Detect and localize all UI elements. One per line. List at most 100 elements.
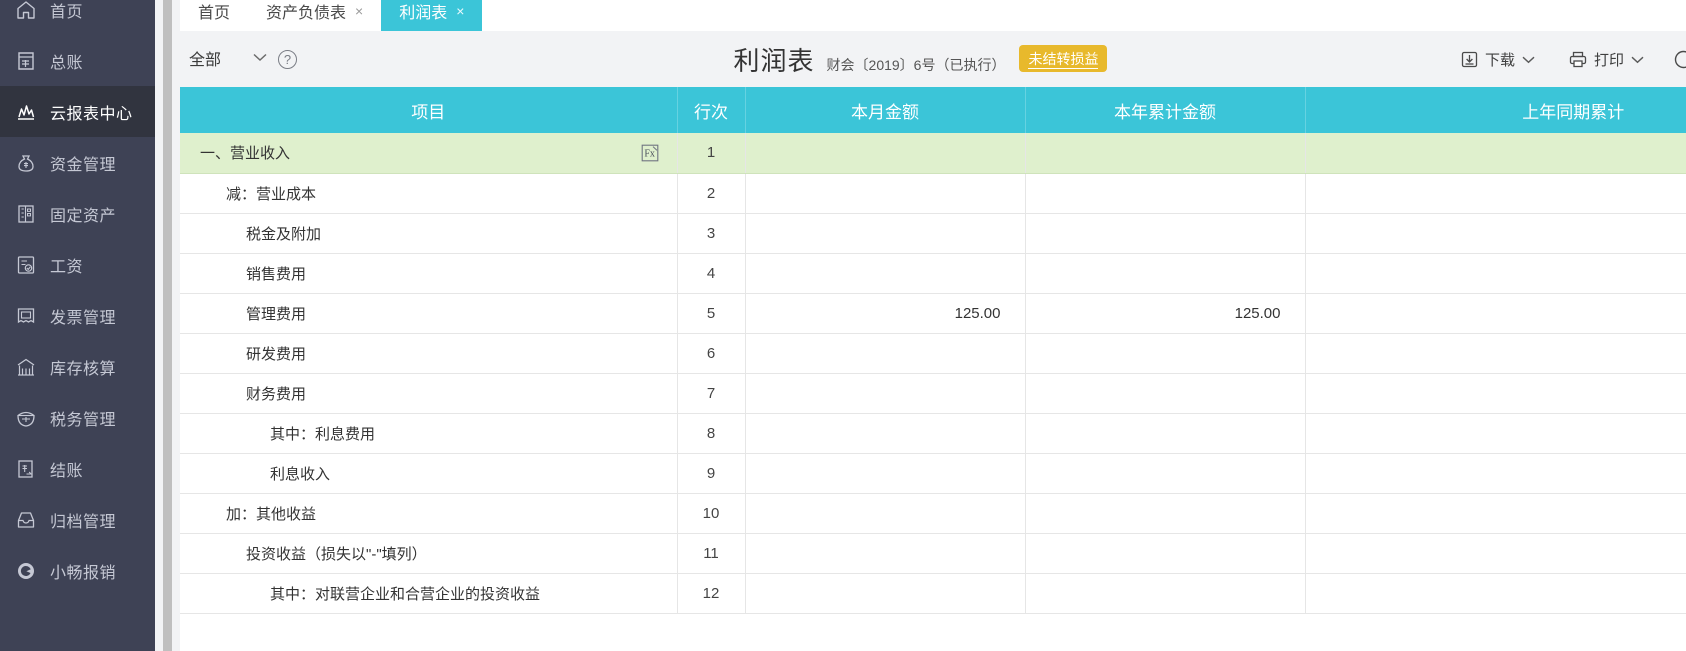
sidebar-item-3[interactable]: 资金管理	[0, 137, 155, 188]
cell-prev-year-amount[interactable]	[1305, 573, 1686, 614]
sidebar-item-5[interactable]: 工资	[0, 239, 155, 290]
sidebar-item-11[interactable]: 小畅报销	[0, 545, 155, 596]
cell-item[interactable]: 其中：对联营企业和合营企业的投资收益	[180, 573, 678, 614]
cell-item[interactable]: 投资收益（损失以"-"填列）	[180, 533, 678, 574]
scope-filter[interactable]: 全部 ?	[189, 46, 297, 72]
tab-2[interactable]: 利润表 ×	[381, 0, 483, 31]
cell-month-amount[interactable]	[745, 373, 1026, 414]
cell-item[interactable]: 其中：利息费用	[180, 413, 678, 454]
more-options-button[interactable]	[1674, 50, 1686, 69]
profit-statement-table: 项目 行次 本月金额 本年累计金额 上年同期累计 一、营业收入 Fx 1 减：营业成本…	[180, 87, 1686, 614]
sidebar-item-9[interactable]: 结账	[0, 443, 155, 494]
cell-year-amount[interactable]	[1025, 213, 1306, 254]
sidebar-item-2[interactable]: 云报表中心	[0, 86, 155, 137]
chevron-down-icon	[1631, 51, 1644, 68]
table-row[interactable]: 研发费用 6	[180, 333, 1686, 374]
cell-item[interactable]: 税金及附加	[180, 213, 678, 254]
sidebar-item-0[interactable]: 首页	[0, 0, 155, 35]
cell-year-amount[interactable]	[1025, 173, 1306, 214]
cell-prev-year-amount[interactable]	[1305, 333, 1686, 374]
cell-item[interactable]: 销售费用	[180, 253, 678, 294]
cell-month-amount[interactable]: 125.00	[745, 293, 1026, 334]
cell-item[interactable]: 管理费用	[180, 293, 678, 334]
cell-prev-year-amount[interactable]	[1305, 373, 1686, 414]
column-header-year[interactable]: 本年累计金额	[1025, 87, 1306, 133]
cell-year-amount[interactable]	[1025, 333, 1306, 374]
sidebar-item-8[interactable]: 税务管理	[0, 392, 155, 443]
sidebar-item-6[interactable]: 发票管理	[0, 290, 155, 341]
download-button[interactable]: 下载	[1461, 49, 1535, 70]
cell-year-amount[interactable]	[1025, 373, 1306, 414]
cell-prev-year-amount[interactable]	[1305, 293, 1686, 334]
cell-item[interactable]: 研发费用	[180, 333, 678, 374]
cell-item[interactable]: 一、营业收入 Fx	[180, 133, 678, 174]
cell-prev-year-amount[interactable]	[1305, 453, 1686, 494]
table-row[interactable]: 减：营业成本 2	[180, 173, 1686, 214]
scope-filter-select[interactable]: 全部	[189, 46, 267, 72]
cell-year-amount[interactable]	[1025, 133, 1306, 174]
cell-prev-year-amount[interactable]	[1305, 413, 1686, 454]
cell-year-amount[interactable]: 125.00	[1025, 293, 1306, 334]
cell-prev-year-amount[interactable]	[1305, 493, 1686, 534]
column-header-month[interactable]: 本月金额	[745, 87, 1026, 133]
cell-month-amount[interactable]	[745, 213, 1026, 254]
table-row[interactable]: 投资收益（损失以"-"填列） 11	[180, 533, 1686, 574]
cell-month-amount[interactable]	[745, 453, 1026, 494]
cell-item[interactable]: 加：其他收益	[180, 493, 678, 534]
sidebar-item-7[interactable]: 库存核算	[0, 341, 155, 392]
cell-prev-year-amount[interactable]	[1305, 253, 1686, 294]
sidebar-item-10[interactable]: 归档管理	[0, 494, 155, 545]
cell-year-amount[interactable]	[1025, 533, 1306, 574]
cell-line-no: 1	[677, 133, 746, 174]
question-circle-icon[interactable]: ?	[278, 49, 297, 69]
page-scrollbar-thumb[interactable]	[163, 0, 172, 651]
cell-month-amount[interactable]	[745, 493, 1026, 534]
cell-month-amount[interactable]	[745, 573, 1026, 614]
cell-year-amount[interactable]	[1025, 453, 1306, 494]
print-button[interactable]: 打印	[1569, 49, 1644, 70]
tab-close-icon[interactable]: ×	[355, 3, 364, 19]
cell-month-amount[interactable]	[745, 173, 1026, 214]
page-scrollbar[interactable]	[155, 0, 180, 651]
column-header-line-no[interactable]: 行次	[677, 87, 746, 133]
cell-month-amount[interactable]	[745, 253, 1026, 294]
cell-year-amount[interactable]	[1025, 493, 1306, 534]
cell-item[interactable]: 财务费用	[180, 373, 678, 414]
cell-prev-year-amount[interactable]	[1305, 133, 1686, 174]
tab-1[interactable]: 资产负债表 ×	[248, 0, 381, 31]
cell-year-amount[interactable]	[1025, 573, 1306, 614]
table-row[interactable]: 利息收入 9	[180, 453, 1686, 494]
cell-item[interactable]: 减：营业成本	[180, 173, 678, 214]
tab-label: 利润表	[399, 5, 448, 22]
table-row[interactable]: 税金及附加 3	[180, 213, 1686, 254]
status-badge[interactable]: 未结转损益	[1019, 44, 1108, 72]
table-row[interactable]: 一、营业收入 Fx 1	[180, 133, 1686, 174]
cell-prev-year-amount[interactable]	[1305, 533, 1686, 574]
fx-icon[interactable]: Fx	[641, 144, 659, 162]
column-header-prev-year[interactable]: 上年同期累计	[1305, 87, 1686, 133]
table-row[interactable]: 财务费用 7	[180, 373, 1686, 414]
sidebar-item-label: 结账	[50, 462, 84, 480]
cell-year-amount[interactable]	[1025, 253, 1306, 294]
column-header-item[interactable]: 项目	[180, 87, 678, 133]
cell-month-amount[interactable]	[745, 413, 1026, 454]
cell-item[interactable]: 利息收入	[180, 453, 678, 494]
cell-month-amount[interactable]	[745, 533, 1026, 574]
sidebar-item-1[interactable]: 总账	[0, 35, 155, 86]
cell-month-amount[interactable]	[745, 333, 1026, 374]
table-row[interactable]: 加：其他收益 10	[180, 493, 1686, 534]
cell-prev-year-amount[interactable]	[1305, 213, 1686, 254]
cell-prev-year-amount[interactable]	[1305, 173, 1686, 214]
table-row[interactable]: 管理费用 5 125.00 125.00	[180, 293, 1686, 334]
cell-month-amount[interactable]	[745, 133, 1026, 174]
sidebar-item-4[interactable]: 固定资产	[0, 188, 155, 239]
sidebar-item-label: 税务管理	[50, 411, 117, 429]
tab-0[interactable]: 首页	[180, 0, 248, 31]
table-row[interactable]: 销售费用 4	[180, 253, 1686, 294]
table-row[interactable]: 其中：利息费用 8	[180, 413, 1686, 454]
item-label: 利息收入	[270, 465, 331, 483]
cell-year-amount[interactable]	[1025, 413, 1306, 454]
sidebar-item-label: 发票管理	[50, 309, 117, 327]
tab-close-icon[interactable]: ×	[456, 3, 465, 19]
table-row[interactable]: 其中：对联营企业和合营企业的投资收益 12	[180, 573, 1686, 614]
